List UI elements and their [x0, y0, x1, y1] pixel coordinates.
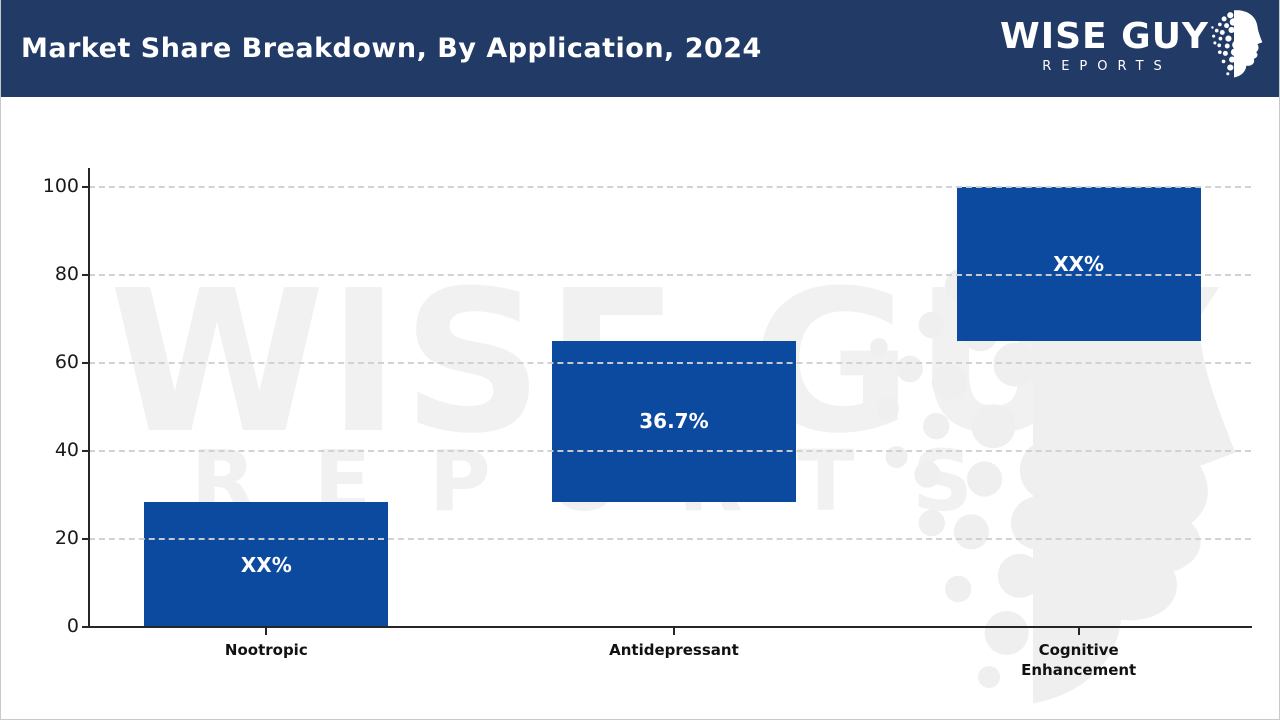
x-tick-label-antidepressant: Antidepressant — [609, 641, 739, 659]
y-tick-60 — [82, 362, 89, 364]
y-tick-20 — [82, 538, 89, 540]
y-tick-label-60: 60 — [54, 351, 79, 373]
header: Market Share Breakdown, By Application, … — [1, 0, 1279, 97]
logo-text: WISE GUY REPORTS — [999, 16, 1209, 74]
x-tick-antidepressant — [672, 628, 675, 635]
gridline-40 — [89, 450, 1251, 452]
x-tick-label-nootropic: Nootropic — [224, 641, 308, 659]
bar-nootropic: XX% — [144, 502, 389, 627]
y-tick-label-80: 80 — [54, 263, 79, 285]
bar-label-nootropic: XX% — [240, 552, 292, 577]
x-tick-label-cognitive-enhancement: Cognitive Enhancement — [1021, 641, 1137, 680]
y-tick-0 — [82, 626, 89, 628]
logo-subtext: REPORTS — [1042, 59, 1172, 74]
y-tick-label-0: 0 — [66, 615, 79, 637]
bar-label-antidepressant: 36.7% — [639, 409, 709, 434]
gridline-100 — [89, 186, 1251, 188]
x-tick-cognitive-enhancement — [1077, 628, 1080, 635]
gridline-60 — [89, 362, 1251, 364]
y-tick-label-20: 20 — [54, 527, 79, 549]
gridline-80 — [89, 274, 1251, 276]
wise-guy-reports-logo: WISE GUY REPORTS — [1000, 9, 1265, 83]
y-tick-100 — [82, 186, 89, 188]
gridline-20 — [89, 538, 1251, 540]
y-tick-80 — [82, 274, 89, 276]
y-tick-label-40: 40 — [54, 439, 79, 461]
bar-label-cognitive-enhancement: XX% — [1053, 251, 1105, 276]
dotted-head-icon — [1203, 9, 1265, 83]
y-axis-line — [88, 168, 90, 628]
y-tick-label-100: 100 — [42, 175, 79, 197]
y-tick-40 — [82, 450, 89, 452]
logo-wordmark: WISE GUY — [999, 16, 1209, 57]
bar-antidepressant: 36.7% — [551, 340, 796, 503]
bar-cognitive-enhancement: XX% — [956, 187, 1201, 341]
plot-area: 0 20 40 60 80 100 XX% Nootropic 36.7% Antidepress… — [1, 97, 1279, 719]
x-axis-line — [88, 626, 1252, 628]
x-tick-nootropic — [265, 628, 268, 635]
chart-area: WISE GUY REPORTS 020406080100XX%Nootropi… — [1, 97, 1279, 719]
page-title: Market Share Breakdown, By Application, … — [21, 33, 762, 64]
